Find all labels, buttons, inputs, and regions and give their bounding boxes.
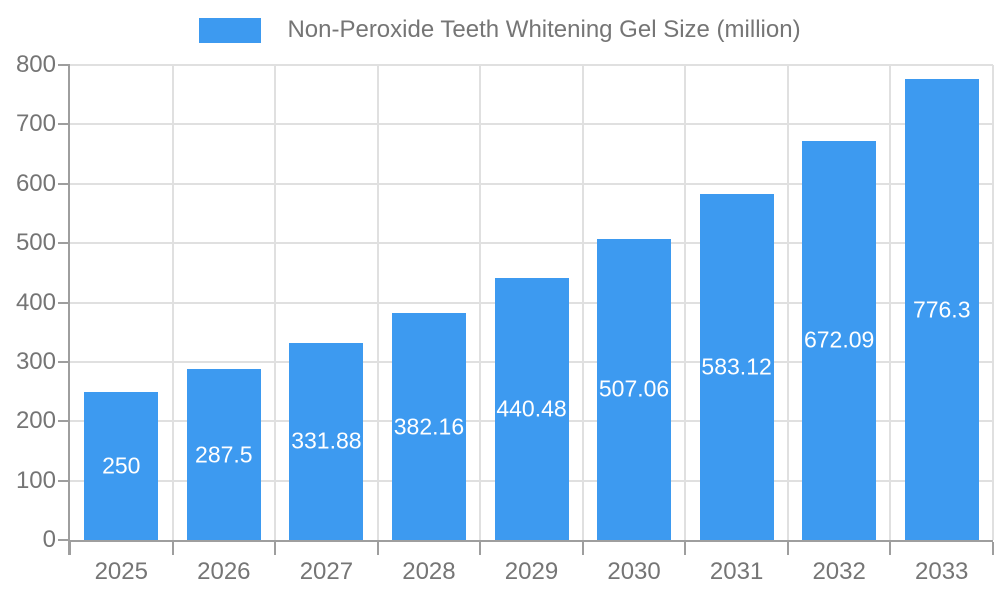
- y-axis-tick: [58, 123, 70, 126]
- y-axis-tick: [58, 360, 70, 363]
- x-axis-tick: [889, 542, 892, 555]
- x-gridline: [889, 65, 892, 540]
- bar-value-label: 440.48: [496, 395, 567, 422]
- x-axis-tick: [274, 542, 277, 555]
- x-axis-label: 2028: [402, 558, 456, 585]
- y-axis-tick: [58, 64, 70, 66]
- bar-value-label: 382.16: [393, 413, 465, 440]
- x-axis-label: 2027: [299, 558, 354, 585]
- y-gridline: [70, 64, 993, 66]
- x-gridline: [376, 65, 379, 540]
- x-axis-tick: [376, 542, 379, 555]
- x-axis-tick: [69, 542, 71, 555]
- y-axis-tick-label: 600: [15, 169, 56, 197]
- legend-label: Non-Peroxide Teeth Whitening Gel Size (m…: [287, 16, 801, 43]
- x-gridline: [274, 65, 277, 540]
- y-axis-tick: [58, 182, 70, 185]
- y-axis-tick-label: 200: [15, 407, 56, 435]
- bar-value-label: 331.88: [291, 427, 362, 454]
- bar-2027: 331.88: [289, 342, 364, 540]
- x-gridline: [479, 65, 482, 540]
- x-axis-tick: [786, 542, 789, 555]
- y-axis-tick: [58, 242, 70, 245]
- y-axis-tick-label: 0: [42, 526, 56, 553]
- x-axis-label: 2025: [94, 558, 148, 585]
- bar-value-label: 287.5: [195, 441, 253, 468]
- x-axis-line: [69, 540, 993, 542]
- x-axis-label: 2026: [197, 558, 251, 585]
- x-gridline: [171, 65, 174, 540]
- x-axis-tick: [581, 542, 584, 555]
- legend-swatch[interactable]: [199, 17, 262, 43]
- bar-2031: 583.12: [699, 193, 774, 540]
- x-axis-label: 2030: [607, 558, 661, 585]
- x-axis-tick: [684, 542, 687, 555]
- bar-value-label: 583.12: [701, 353, 772, 380]
- y-axis-tick: [58, 301, 70, 304]
- x-axis-label: 2031: [709, 558, 764, 585]
- bar-2025: 250: [84, 391, 159, 540]
- x-gridline: [581, 65, 584, 540]
- y-axis-tick-label: 500: [15, 229, 56, 257]
- legend[interactable]: Non-Peroxide Teeth Whitening Gel Size (m…: [0, 16, 1000, 44]
- bar-2026: 287.5: [186, 369, 261, 540]
- y-axis-tick: [58, 420, 70, 423]
- y-axis-tick: [58, 479, 70, 482]
- x-axis-tick: [171, 542, 174, 555]
- y-axis-tick-label: 800: [15, 51, 56, 78]
- x-gridline: [992, 65, 994, 540]
- x-gridline: [684, 65, 687, 540]
- y-gridline: [70, 182, 993, 185]
- y-gridline: [70, 242, 993, 245]
- bar-value-label: 250: [102, 452, 141, 479]
- y-axis-tick-label: 700: [15, 110, 56, 138]
- y-axis-line: [68, 64, 70, 555]
- y-axis-tick-label: 400: [15, 288, 56, 316]
- y-gridline: [70, 123, 993, 126]
- bar-2029: 440.48: [494, 278, 569, 540]
- bar-2032: 672.09: [802, 140, 877, 540]
- bar-value-label: 507.06: [598, 375, 670, 402]
- bar-2030: 507.06: [597, 238, 672, 540]
- y-axis-tick: [58, 539, 70, 541]
- x-axis-tick: [479, 542, 482, 555]
- bar-2033: 776.3: [904, 79, 979, 540]
- plot-area: 250 287.5 331.88 382.16 440.48 507.06 583.12 67…: [70, 64, 994, 540]
- y-axis-tick-label: 100: [15, 466, 56, 494]
- bar-value-label: 776.3: [912, 296, 971, 323]
- x-gridline: [786, 65, 789, 540]
- y-axis-tick-label: 300: [15, 347, 56, 375]
- x-axis-label: 2029: [504, 558, 559, 585]
- x-axis-label: 2032: [812, 558, 866, 585]
- bar-value-label: 672.09: [803, 326, 875, 353]
- x-axis-tick: [992, 542, 994, 555]
- bar-2028: 382.16: [391, 313, 466, 540]
- x-axis-label: 2033: [915, 558, 969, 585]
